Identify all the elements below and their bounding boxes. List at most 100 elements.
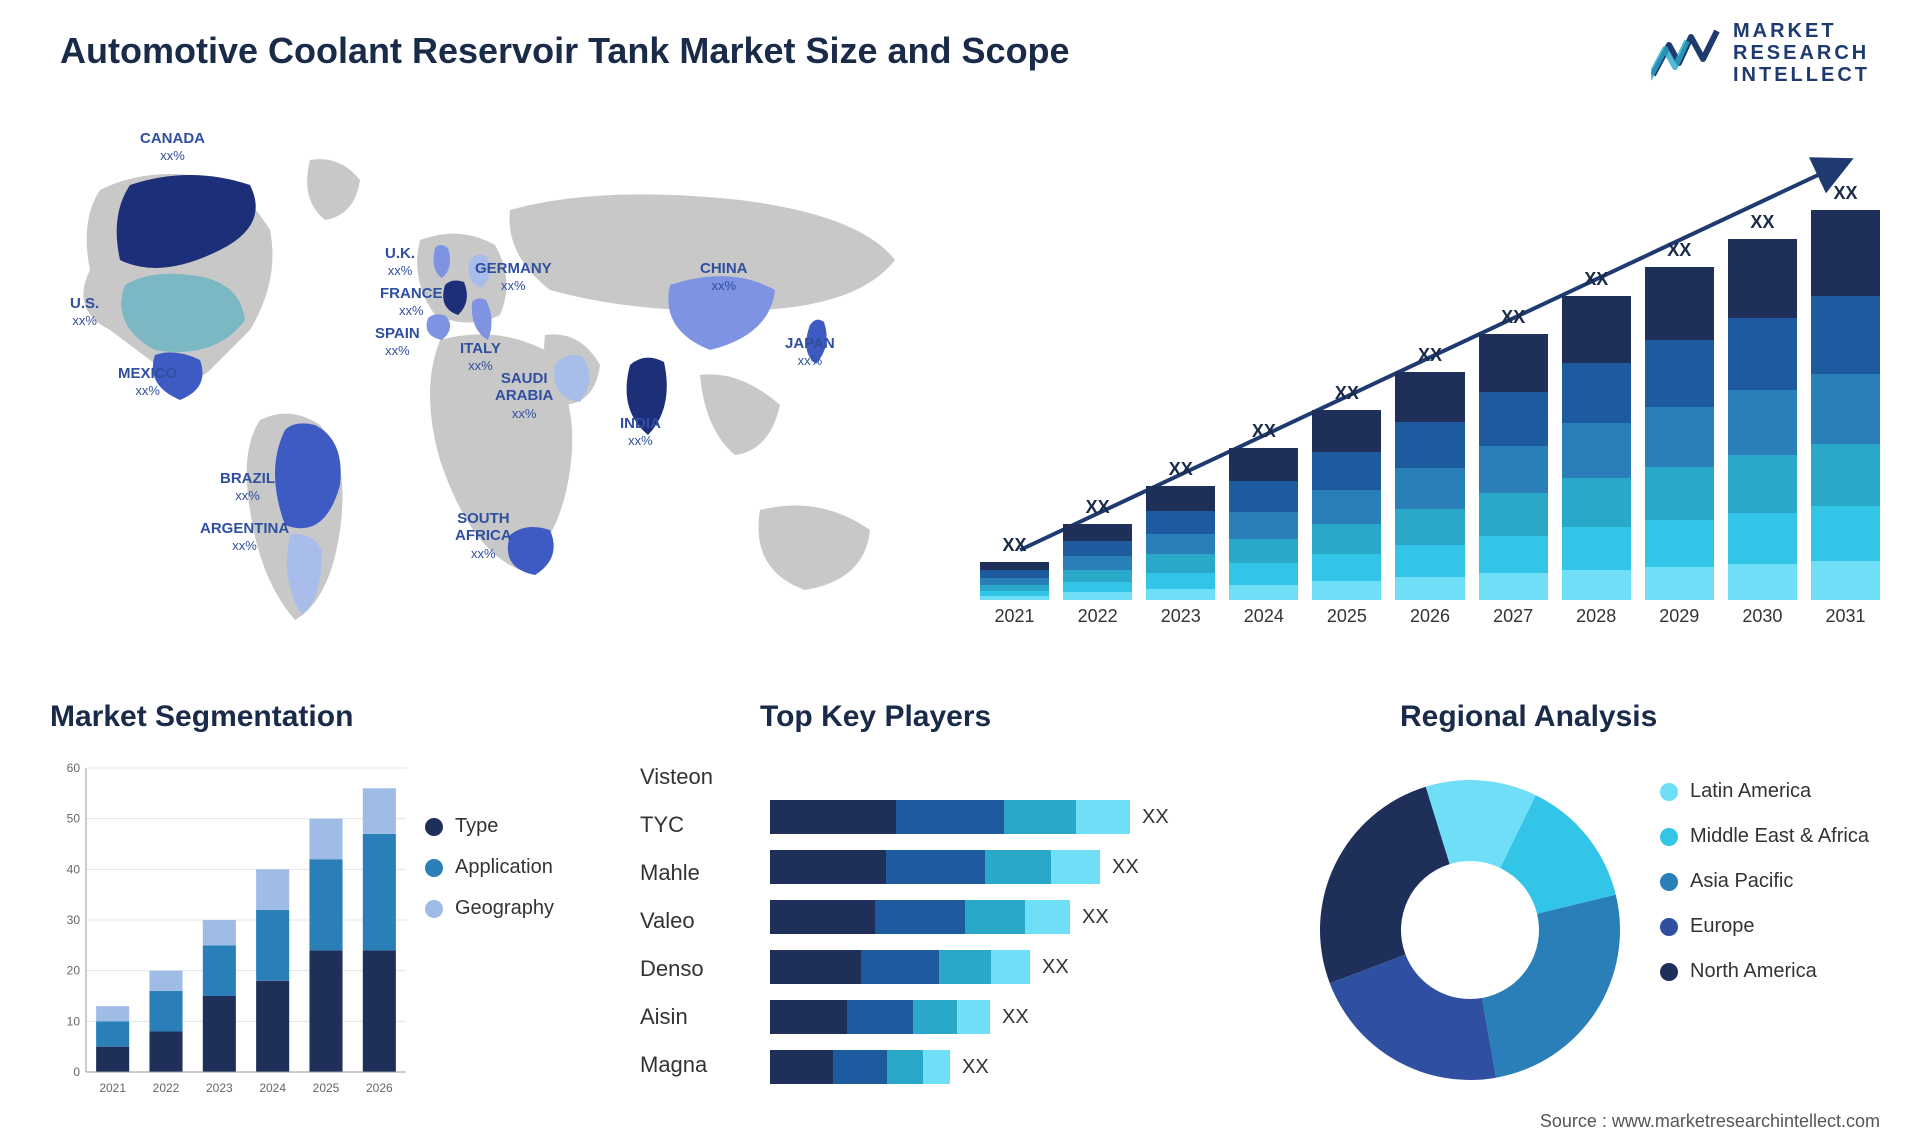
seg-bar-segment	[96, 1006, 129, 1021]
x-axis-label: 2022	[1063, 600, 1132, 640]
key-player-name: Denso	[640, 952, 713, 986]
segmentation-chart: 0102030405060202120222023202420252026	[50, 760, 410, 1100]
seg-bar-segment	[256, 869, 289, 910]
legend-item: Geography	[425, 897, 554, 920]
map-label: SAUDIARABIAxx%	[495, 370, 553, 422]
map-label: MEXICOxx%	[118, 365, 177, 400]
legend-item: Application	[425, 856, 554, 879]
legend-swatch	[1660, 828, 1678, 846]
bar-segment	[980, 578, 1049, 585]
main-bar-column: XX	[1728, 212, 1797, 600]
legend-swatch	[1660, 918, 1678, 936]
regional-legend: Latin America Middle East & Africa Asia Pa…	[1660, 780, 1869, 983]
legend-swatch	[1660, 783, 1678, 801]
kp-bar-segment	[1076, 800, 1130, 834]
bar-segment	[1645, 567, 1714, 600]
legend-label: Latin America	[1690, 780, 1811, 803]
bar-segment	[1229, 448, 1298, 481]
bar-segment	[1229, 563, 1298, 584]
kp-bar-segment	[875, 900, 965, 934]
bar-segment	[1229, 481, 1298, 511]
seg-bar-segment	[363, 950, 396, 1072]
bar-segment	[1479, 446, 1548, 494]
legend-label: North America	[1690, 960, 1817, 983]
seg-bar-segment	[309, 859, 342, 950]
bar-segment	[1479, 493, 1548, 536]
legend-item: Middle East & Africa	[1660, 825, 1869, 848]
seg-bar-segment	[363, 834, 396, 951]
kp-bar-segment	[957, 1000, 990, 1034]
brand-logo: MARKET RESEARCH INTELLECT	[1651, 20, 1870, 86]
svg-text:2022: 2022	[153, 1081, 180, 1095]
svg-text:0: 0	[73, 1065, 80, 1079]
key-players-panel: Top Key Players VisteonTYCMahleValeoDens…	[640, 700, 1280, 1120]
kp-bar-segment	[770, 900, 875, 934]
seg-bar-segment	[96, 1021, 129, 1046]
legend-label: Geography	[455, 897, 554, 920]
svg-text:50: 50	[67, 812, 81, 826]
main-bar-column: XX	[1146, 459, 1215, 600]
bar-segment	[1811, 444, 1880, 506]
legend-swatch	[1660, 873, 1678, 891]
bar-segment	[1312, 490, 1381, 524]
seg-bar-segment	[149, 971, 182, 991]
main-bar-column: XX	[1395, 345, 1464, 600]
map-label: SPAINxx%	[375, 325, 420, 360]
legend-label: Type	[455, 815, 498, 838]
x-axis-label: 2023	[1146, 600, 1215, 640]
logo-text-2: RESEARCH	[1733, 42, 1870, 64]
key-player-bar	[770, 950, 1030, 984]
donut-slice	[1320, 787, 1450, 984]
main-bar-column: XX	[1562, 269, 1631, 600]
bar-top-label: XX	[1086, 497, 1110, 518]
kp-value-label: XX	[1112, 856, 1139, 879]
kp-bar-segment	[991, 950, 1030, 984]
kp-value-label: XX	[1142, 806, 1169, 829]
key-player-name: Aisin	[640, 1000, 713, 1034]
seg-bar-segment	[309, 819, 342, 860]
key-player-bar	[770, 850, 1100, 884]
kp-value-label: XX	[1042, 956, 1069, 979]
main-bar-column: XX	[1645, 240, 1714, 600]
bar-segment	[1811, 506, 1880, 561]
bar-segment	[1146, 511, 1215, 534]
legend-item: Asia Pacific	[1660, 870, 1869, 893]
key-players-title: Top Key Players	[760, 700, 991, 734]
bar-segment	[1728, 513, 1797, 564]
key-player-name: Magna	[640, 1048, 713, 1082]
bar-segment	[1395, 468, 1464, 509]
logo-icon	[1651, 25, 1721, 81]
legend-swatch	[1660, 963, 1678, 981]
bar-segment	[1811, 296, 1880, 374]
svg-text:2021: 2021	[99, 1081, 126, 1095]
bar-segment	[1063, 524, 1132, 541]
page-title: Automotive Coolant Reservoir Tank Market…	[60, 30, 1070, 72]
main-bar-column: XX	[1479, 307, 1548, 600]
world-map: CANADAxx%U.S.xx%MEXICOxx%BRAZILxx%ARGENT…	[40, 130, 940, 660]
key-player-row: XX	[770, 950, 1250, 984]
svg-text:2025: 2025	[313, 1081, 340, 1095]
map-label: BRAZILxx%	[220, 470, 275, 505]
bar-segment	[1395, 545, 1464, 577]
seg-bar-segment	[203, 920, 236, 945]
x-axis-label: 2031	[1811, 600, 1880, 640]
key-player-row: XX	[770, 800, 1250, 834]
bar-segment	[1728, 455, 1797, 513]
legend-swatch	[425, 900, 443, 918]
regional-donut	[1310, 770, 1630, 1090]
kp-bar-segment	[770, 850, 886, 884]
kp-bar-segment	[965, 900, 1025, 934]
bar-segment	[1063, 592, 1132, 600]
logo-text-1: MARKET	[1733, 20, 1870, 42]
svg-text:10: 10	[67, 1014, 81, 1028]
map-label: FRANCExx%	[380, 285, 443, 320]
seg-bar-segment	[363, 788, 396, 834]
source-text: Source : www.marketresearchintellect.com	[1540, 1111, 1880, 1132]
kp-value-label: XX	[1082, 906, 1109, 929]
bar-top-label: XX	[1667, 240, 1691, 261]
legend-label: Middle East & Africa	[1690, 825, 1869, 848]
key-player-name: Mahle	[640, 856, 713, 890]
map-label: JAPANxx%	[785, 335, 835, 370]
bar-top-label: XX	[1833, 183, 1857, 204]
main-bar-column: XX	[980, 535, 1049, 600]
